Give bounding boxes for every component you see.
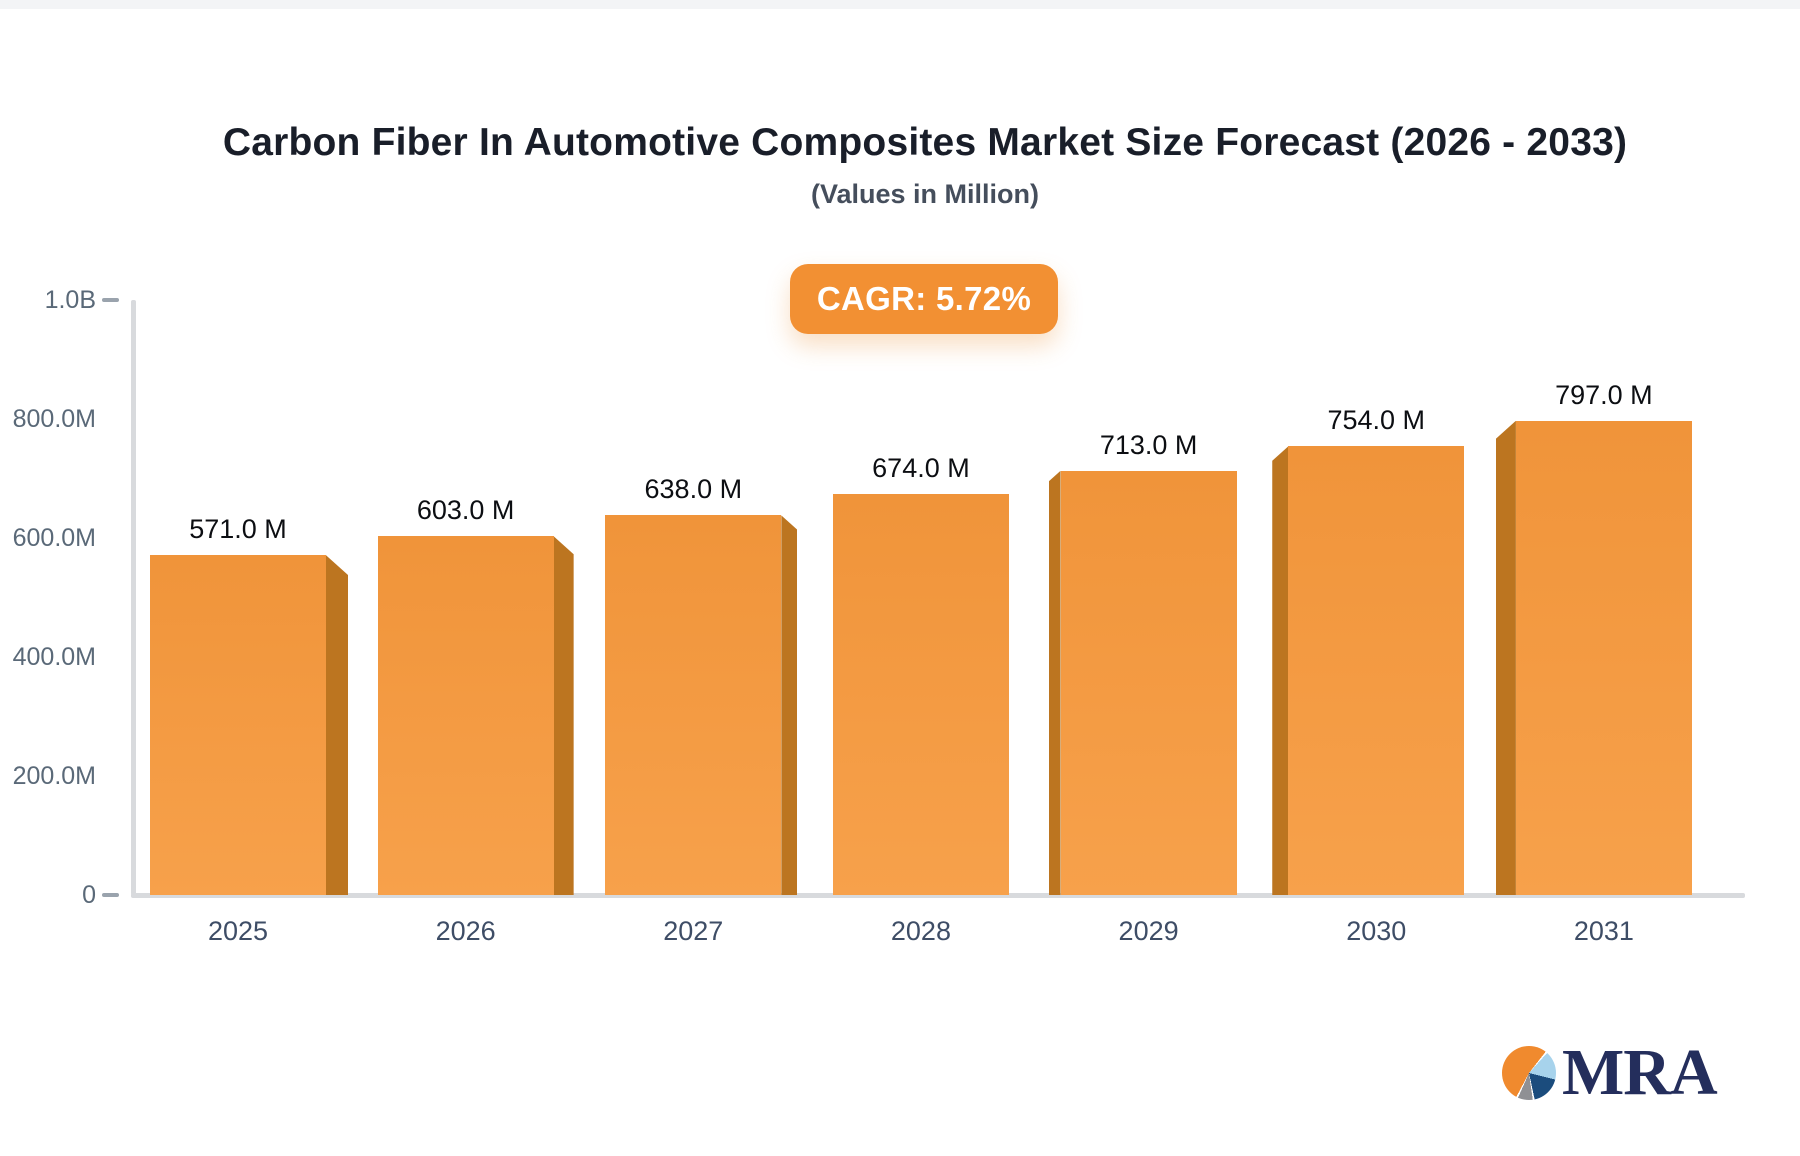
bar-2026[interactable] — [377, 536, 554, 895]
bar-2025[interactable] — [150, 555, 326, 895]
y-axis-tick — [102, 893, 119, 897]
bar-2031-3d-side — [1495, 420, 1516, 895]
y-axis-tick — [102, 298, 119, 302]
bar-2028[interactable] — [832, 493, 1009, 895]
bar-value-label: 754.0 M — [1327, 405, 1426, 436]
brand-logo: MRA — [1502, 1036, 1718, 1109]
y-axis-label: 1.0B — [44, 286, 96, 314]
x-axis-label: 2028 — [890, 916, 951, 946]
bar-2027[interactable] — [605, 515, 782, 895]
bar-2026-3d-side — [553, 536, 574, 895]
x-axis-baseline — [131, 893, 1745, 898]
y-axis-label: 0 — [82, 881, 96, 909]
chart-title: Carbon Fiber In Automotive Composites Ma… — [222, 121, 1628, 164]
x-axis-label: 2031 — [1573, 916, 1634, 946]
bar-value-label: 603.0 M — [416, 495, 515, 526]
bar-2029[interactable] — [1060, 470, 1237, 895]
chart-subtitle: (Values in Million) — [810, 179, 1040, 209]
bar-value-label: 638.0 M — [644, 474, 743, 505]
y-axis-label: 800.0M — [12, 405, 96, 433]
x-axis-label: 2026 — [435, 916, 496, 946]
x-axis-label: 2029 — [1118, 916, 1179, 946]
bar-2027-3d-side — [781, 515, 798, 895]
bar-2030-3d-side — [1272, 446, 1289, 895]
bar-2030[interactable] — [1288, 446, 1465, 895]
bar-2031[interactable] — [1515, 420, 1692, 895]
y-axis-label: 200.0M — [12, 762, 96, 790]
cagr-badge-label: CAGR: 5.72% — [816, 280, 1032, 317]
bar-value-label: 674.0 M — [872, 452, 970, 483]
bar-value-label: 797.0 M — [1555, 379, 1653, 410]
y-axis-label: 400.0M — [12, 643, 96, 671]
x-axis-label: 2027 — [663, 916, 724, 946]
bar-value-label: 713.0 M — [1099, 429, 1198, 460]
bar-2025-3d-side — [326, 555, 348, 895]
bar-value-label: 571.0 M — [189, 514, 287, 545]
brand-logo-text: MRA — [1562, 1036, 1718, 1109]
cagr-badge: CAGR: 5.72% — [790, 264, 1058, 334]
x-axis-label: 2025 — [207, 916, 269, 946]
chart-card: Carbon Fiber In Automotive Composites Ma… — [0, 9, 1800, 1156]
bar-2029-3d-side — [1048, 470, 1061, 895]
pie-chart-logo-icon — [1502, 1046, 1556, 1100]
y-axis-line — [131, 300, 136, 895]
y-axis-label: 600.0M — [12, 524, 96, 552]
x-axis-label: 2030 — [1346, 916, 1407, 946]
